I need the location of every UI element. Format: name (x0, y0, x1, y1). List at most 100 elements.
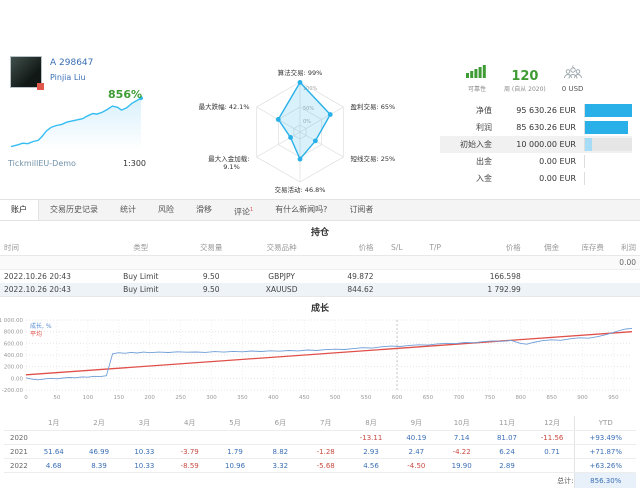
svg-text:700: 700 (454, 395, 465, 401)
position-cell: 844.62 (320, 283, 378, 297)
account-link[interactable]: A 298647 (50, 58, 93, 68)
monthly-month-header: 5月 (212, 416, 257, 431)
position-cell: 166.598 (454, 270, 524, 284)
tab-slippage[interactable]: 滑移 (185, 200, 223, 220)
svg-text:650: 650 (423, 395, 434, 401)
monthly-value: 51.64 (31, 445, 76, 459)
monthly-value: 2.89 (484, 459, 529, 473)
summary-empty (0, 256, 608, 270)
owner-link[interactable]: Pinjia Liu (50, 73, 93, 82)
monthly-year: 2022 (4, 459, 31, 473)
tab-trading-history[interactable]: 交易历史记录 (39, 200, 109, 220)
svg-text:交易活动: 46.8%: 交易活动: 46.8% (275, 185, 326, 194)
position-cell: 49.872 (320, 270, 378, 284)
growth-title: 成长 (0, 301, 640, 314)
position-cell (416, 270, 454, 284)
monthly-month-header: 3月 (122, 416, 167, 431)
position-cell (608, 283, 640, 297)
svg-text:1 000.00: 1 000.00 (0, 318, 23, 324)
position-cell (378, 283, 416, 297)
monthly-value: -5.68 (303, 459, 348, 473)
svg-text:9.1%: 9.1% (223, 163, 240, 171)
position-cell (416, 283, 454, 297)
tab-badge-reviews: 1 (250, 207, 253, 213)
stat-bar-fill (585, 121, 628, 134)
monthly-value: -4.50 (394, 459, 439, 473)
monthly-value: 81.07 (484, 431, 529, 445)
monthly-month-header: 9月 (394, 416, 439, 431)
svg-text:600.00: 600.00 (4, 341, 24, 347)
profile-column: A 298647 Pinjia Liu 856% TickmillEU-Demo… (8, 56, 160, 194)
svg-text:900: 900 (577, 395, 588, 401)
total-label: 总计: (484, 473, 575, 488)
monthly-ytd: +71.87% (575, 445, 636, 459)
monthly-value (31, 431, 76, 445)
subscribers-cell: $ 0 USD (562, 65, 584, 93)
monthly-month-header: 10月 (439, 416, 484, 431)
tab-whats-new[interactable]: 有什么新闻吗? (264, 200, 338, 220)
tab-account[interactable]: 账户 (0, 200, 39, 220)
monthly-month-header: 7月 (303, 416, 348, 431)
svg-text:-200.00: -200.00 (2, 388, 24, 394)
stat-bar-fill (585, 138, 592, 151)
stat-value: 10 000.00 EUR (492, 140, 584, 149)
positions-col-header: 库存费 (563, 240, 608, 256)
monthly-value: 10.33 (122, 459, 167, 473)
position-cell: 9.50 (179, 283, 243, 297)
position-cell: Buy Limit (102, 283, 179, 297)
position-cell (378, 270, 416, 284)
monthly-value: 4.56 (348, 459, 393, 473)
avatar (10, 56, 42, 88)
monthly-month-header: 2月 (76, 416, 121, 431)
monthly-value: 4.68 (31, 459, 76, 473)
tab-reviews[interactable]: 评论1 (223, 200, 264, 220)
positions-col-header: 佣金 (525, 240, 563, 256)
position-cell (608, 270, 640, 284)
monthly-month-header: 12月 (530, 416, 575, 431)
tab-subscribers[interactable]: 订阅者 (338, 200, 384, 220)
stat-bar (584, 104, 632, 117)
stat-bar (584, 138, 632, 151)
monthly-value (122, 431, 167, 445)
monthly-value: -3.79 (167, 445, 212, 459)
stat-value: 0.00 EUR (492, 157, 584, 166)
stat-bar (584, 172, 632, 185)
reliability-cell: 可靠性 (466, 64, 488, 93)
svg-text:500: 500 (330, 395, 341, 401)
svg-text:成长, %: 成长, % (30, 322, 52, 330)
stat-label: 入金 (440, 173, 492, 184)
svg-text:600: 600 (392, 395, 403, 401)
positions-col-header: 利润 (608, 240, 640, 256)
position-cell: Buy Limit (102, 270, 179, 284)
monthly-month-header: 8月 (348, 416, 393, 431)
monthly-value: 2.93 (348, 445, 393, 459)
avatar-status-badge (37, 83, 44, 90)
monthly-value: -13.11 (348, 431, 393, 445)
monthly-ytd: +63.26% (575, 459, 636, 473)
monthly-value (530, 459, 575, 473)
stat-label: 初始入金 (440, 139, 492, 150)
positions-col-header: 时间 (0, 240, 102, 256)
svg-text:250: 250 (175, 395, 186, 401)
tab-statistics[interactable]: 统计 (109, 200, 147, 220)
positions-col-header: 交易品种 (243, 240, 320, 256)
position-cell: XAUUSD (243, 283, 320, 297)
stat-label: 利润 (440, 122, 492, 133)
monthly-month-header: 6月 (258, 416, 303, 431)
tab-risks[interactable]: 风险 (147, 200, 185, 220)
broker-link[interactable]: TickmillEU-Demo (8, 159, 76, 168)
subscribers-funds: 0 USD (562, 85, 584, 93)
stat-value: 95 630.26 EUR (492, 106, 584, 115)
svg-text:$: $ (571, 65, 574, 69)
